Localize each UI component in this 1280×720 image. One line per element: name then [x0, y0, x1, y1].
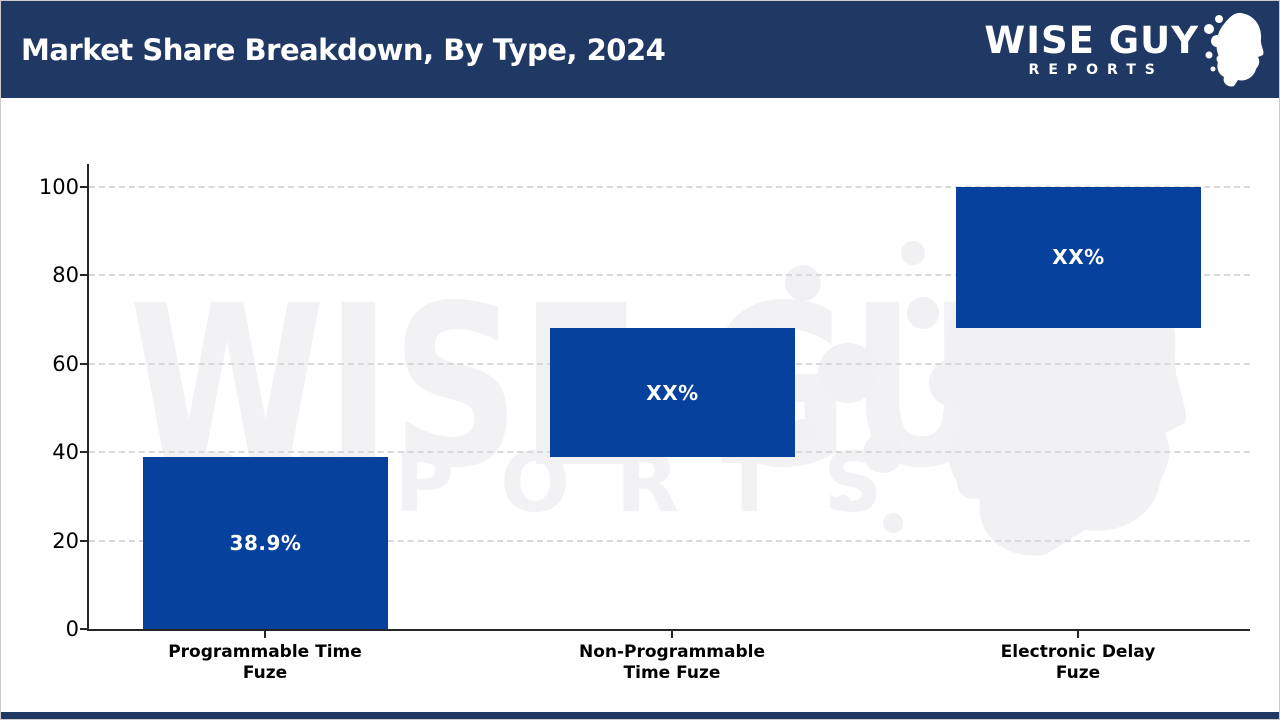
y-tick-mark [80, 451, 87, 454]
x-tick-mark [1077, 631, 1079, 638]
page-title: Market Share Breakdown, By Type, 2024 [21, 32, 666, 67]
y-tick-label: 100 [38, 175, 79, 199]
bar-value-label: XX% [646, 380, 699, 405]
x-label-line: Programmable Time [168, 642, 362, 662]
x-label-line: Electronic Delay [1000, 642, 1156, 662]
y-tick-mark [80, 539, 87, 542]
y-tick-mark [80, 186, 87, 188]
x-label-electronic-delay-fuze: Electronic Delay Fuze [918, 642, 1238, 684]
y-tick-label: 80 [52, 263, 79, 288]
y-axis-line [87, 164, 89, 631]
x-tick-mark [671, 631, 673, 638]
bar-non-programmable-time-fuze: XX% [550, 327, 795, 458]
x-label-line: Time Fuze [623, 663, 721, 683]
wise-guy-head-icon [1204, 12, 1264, 87]
bar-programmable-time-fuze: 38.9% [143, 457, 388, 629]
bar-value-label: 38.9% [229, 531, 302, 556]
y-tick-mark [80, 628, 87, 630]
header-bar: Market Share Breakdown, By Type, 2024 WI… [1, 1, 1279, 98]
gridline-y-80 [89, 274, 1250, 277]
x-label-line: Fuze [1055, 663, 1101, 683]
logo-subtitle: REPORTS [1028, 61, 1164, 78]
bar-value-label: XX% [1052, 245, 1105, 270]
y-tick-label: 20 [52, 528, 79, 553]
gridline-y-100 [89, 186, 1250, 188]
wise-guy-logo: WISE GUY REPORTS [984, 11, 1265, 87]
gridline-y-20 [89, 539, 1250, 542]
x-tick-mark [264, 631, 266, 638]
logo-text: WISE GUY REPORTS [984, 18, 1199, 78]
x-label-line: Fuze [242, 663, 288, 683]
y-tick-label: 0 [65, 617, 79, 641]
y-tick-label: 40 [52, 440, 79, 465]
footer-bar [1, 712, 1279, 719]
x-axis-line [87, 629, 1250, 631]
logo-wordmark: WISE GUY [984, 18, 1199, 62]
bar-electronic-delay-fuze: XX% [956, 187, 1201, 328]
y-tick-mark [80, 274, 87, 277]
x-label-non-programmable-time-fuze: Non-Programmable Time Fuze [512, 642, 832, 684]
y-tick-mark [80, 362, 87, 365]
y-tick-label: 60 [52, 351, 79, 376]
x-label-line: Non-Programmable [578, 642, 766, 662]
x-label-programmable-time-fuze: Programmable Time Fuze [105, 642, 425, 684]
